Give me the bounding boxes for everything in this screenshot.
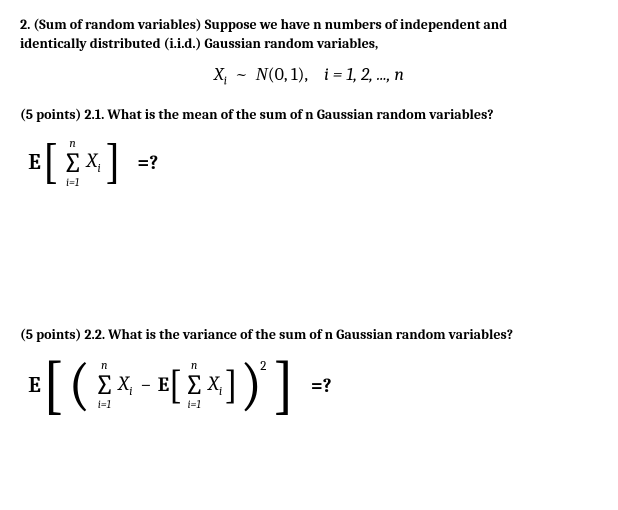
inner-expectation-symbol: E xyxy=(157,373,168,396)
minus-sign: − xyxy=(140,373,151,396)
summation-block: n ∑ i=1 xyxy=(63,137,83,188)
rv-subscript: i xyxy=(224,74,227,88)
spacer xyxy=(20,188,598,318)
bracket-open: [ xyxy=(42,138,59,186)
sigma-icon: ∑ xyxy=(63,149,83,177)
mean-equation: E [ n ∑ i=1 Xi ] =? xyxy=(28,137,158,188)
paren-close: ) xyxy=(240,359,262,411)
inner-summand-var: X xyxy=(208,372,219,395)
inner-bracket-open: [ xyxy=(168,367,182,403)
outer-summation: n ∑ i=1 xyxy=(94,359,114,410)
problem-title-line1: 2. (Sum of random variables) Suppose we … xyxy=(20,16,598,33)
outer-expectation-symbol: E xyxy=(28,372,40,398)
bracket-close: ] xyxy=(105,138,122,186)
equals-question: =? xyxy=(137,151,158,174)
square-exponent: 2 xyxy=(260,359,266,374)
inner-bracket-close: ] xyxy=(224,367,238,403)
outer-summand-var: X xyxy=(118,372,129,395)
inner-summand-sub: i xyxy=(219,384,222,398)
distribution-equation: Xi ~ N(0, 1), i = 1, 2, ..., n xyxy=(20,64,598,88)
equals-question-2: =? xyxy=(311,374,332,397)
outer-sigma-icon: ∑ xyxy=(94,371,114,399)
rv-symbol: X xyxy=(214,64,224,85)
inner-summand: Xi xyxy=(208,372,222,398)
summand: Xi xyxy=(87,149,101,175)
sum-lower: i=1 xyxy=(66,177,79,188)
variance-equation: E [ ( n ∑ i=1 Xi − E [ n ∑ i=1 Xi ] ) 2 … xyxy=(28,357,332,415)
inner-summation: n ∑ i=1 xyxy=(184,359,204,410)
problem-title-line2: identically distributed (i.i.d.) Gaussia… xyxy=(20,35,598,52)
expectation-symbol: E xyxy=(28,149,40,175)
part-2-1-prompt: (5 points) 2.1. What is the mean of the … xyxy=(20,106,598,123)
summand-sub: i xyxy=(97,161,100,175)
inner-sigma-icon: ∑ xyxy=(184,371,204,399)
outer-sum-lower: i=1 xyxy=(98,399,111,410)
inner-sum-lower: i=1 xyxy=(188,399,201,410)
outer-bracket-close: ] xyxy=(272,357,294,415)
normal-symbol: N xyxy=(256,64,268,84)
outer-summand: Xi xyxy=(118,372,132,398)
part-2-2-prompt: (5 points) 2.2. What is the variance of … xyxy=(20,326,598,343)
outer-bracket-open: [ xyxy=(42,357,64,415)
index-range: i = 1, 2, ..., n xyxy=(324,64,404,85)
summand-var: X xyxy=(87,149,98,172)
paren-open: ( xyxy=(68,359,90,411)
outer-summand-sub: i xyxy=(129,384,132,398)
tilde-symbol: ~ xyxy=(235,64,248,85)
normal-params: (0, 1), xyxy=(268,64,308,85)
